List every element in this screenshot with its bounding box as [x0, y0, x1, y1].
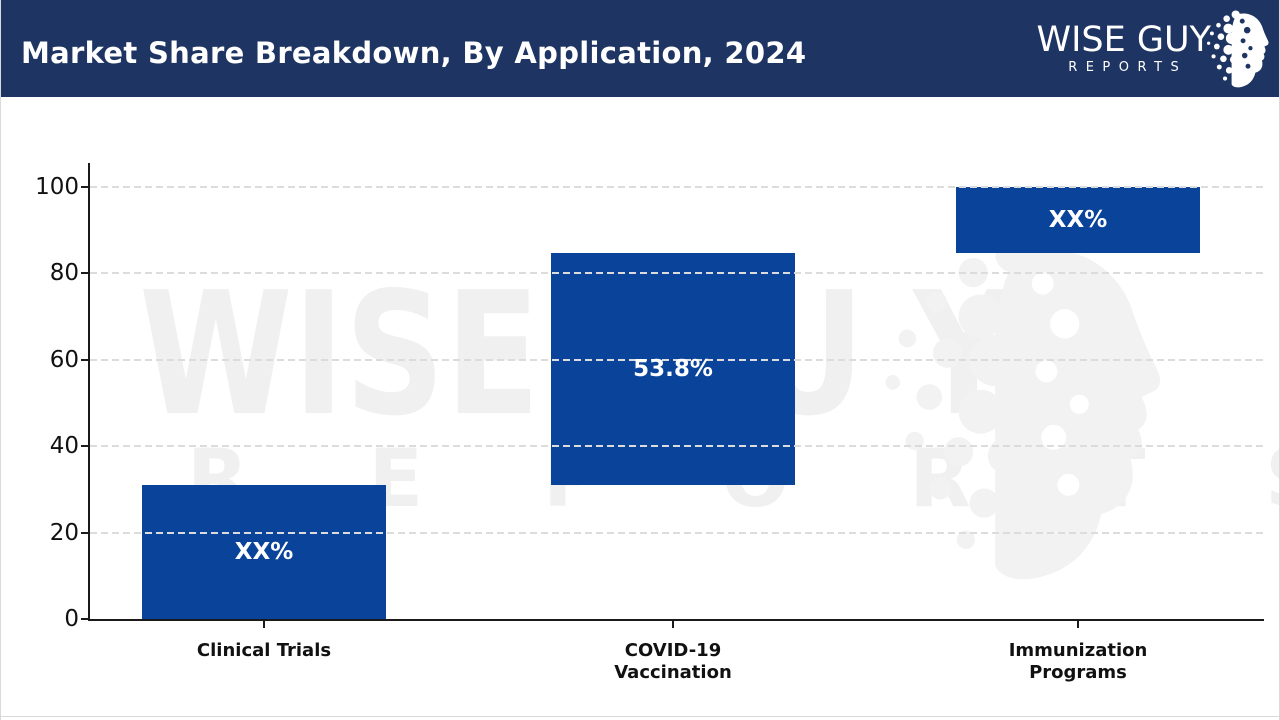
x-axis: [88, 619, 1264, 621]
y-tick: [81, 445, 89, 448]
plot: 0 20 40 60 80 100 XX% Clinical Trials 53.8% COVID…: [1, 97, 1279, 720]
y-tick-label: 100: [35, 174, 79, 200]
gridline: [90, 186, 1263, 188]
y-tick: [81, 618, 89, 620]
y-tick-label: 20: [49, 519, 79, 546]
category-label: COVID-19 Vaccination: [614, 640, 732, 683]
y-tick: [81, 272, 89, 275]
logo-wordmark: WISE GUY REPORTS: [1036, 19, 1211, 75]
gridline: [90, 531, 1263, 534]
y-tick-label: 60: [49, 346, 79, 373]
logo-wordmark-line2: REPORTS: [1068, 59, 1188, 75]
y-tick: [81, 531, 89, 534]
bar-value-label: XX%: [234, 539, 294, 566]
gridline: [90, 358, 1263, 361]
category-label: Immunization Programs: [1008, 640, 1148, 683]
y-tick-label: 40: [49, 433, 79, 460]
page-title: Market Share Breakdown, By Application, …: [21, 35, 807, 70]
bottom-divider: [1, 716, 1279, 717]
y-tick-label: 0: [64, 606, 79, 632]
x-tick: [672, 621, 674, 628]
brand-logo: WISE GUY REPORTS: [1036, 8, 1271, 90]
y-tick: [81, 186, 89, 188]
watermark-head-profile-dots-icon: [885, 235, 1161, 580]
category-label: Clinical Trials: [196, 640, 332, 661]
head-profile-dots-icon: [1206, 9, 1269, 87]
bar-value-label: XX%: [1048, 206, 1108, 233]
bar-value-label: 53.8%: [633, 355, 713, 382]
y-tick: [81, 358, 89, 361]
bar: [956, 187, 1200, 253]
logo-wordmark-line1: WISE GUY: [1036, 19, 1211, 60]
y-axis: [88, 163, 90, 621]
x-tick: [263, 621, 265, 628]
gridline: [90, 272, 1263, 275]
x-tick: [1077, 621, 1079, 628]
bar: [142, 485, 386, 619]
chart-area: WISE G U Y R E P O R T S 020406080100XX%…: [1, 97, 1279, 720]
header: Market Share Breakdown, By Application, …: [1, 0, 1279, 97]
y-tick-label: 80: [49, 260, 79, 287]
gridline: [90, 445, 1263, 448]
